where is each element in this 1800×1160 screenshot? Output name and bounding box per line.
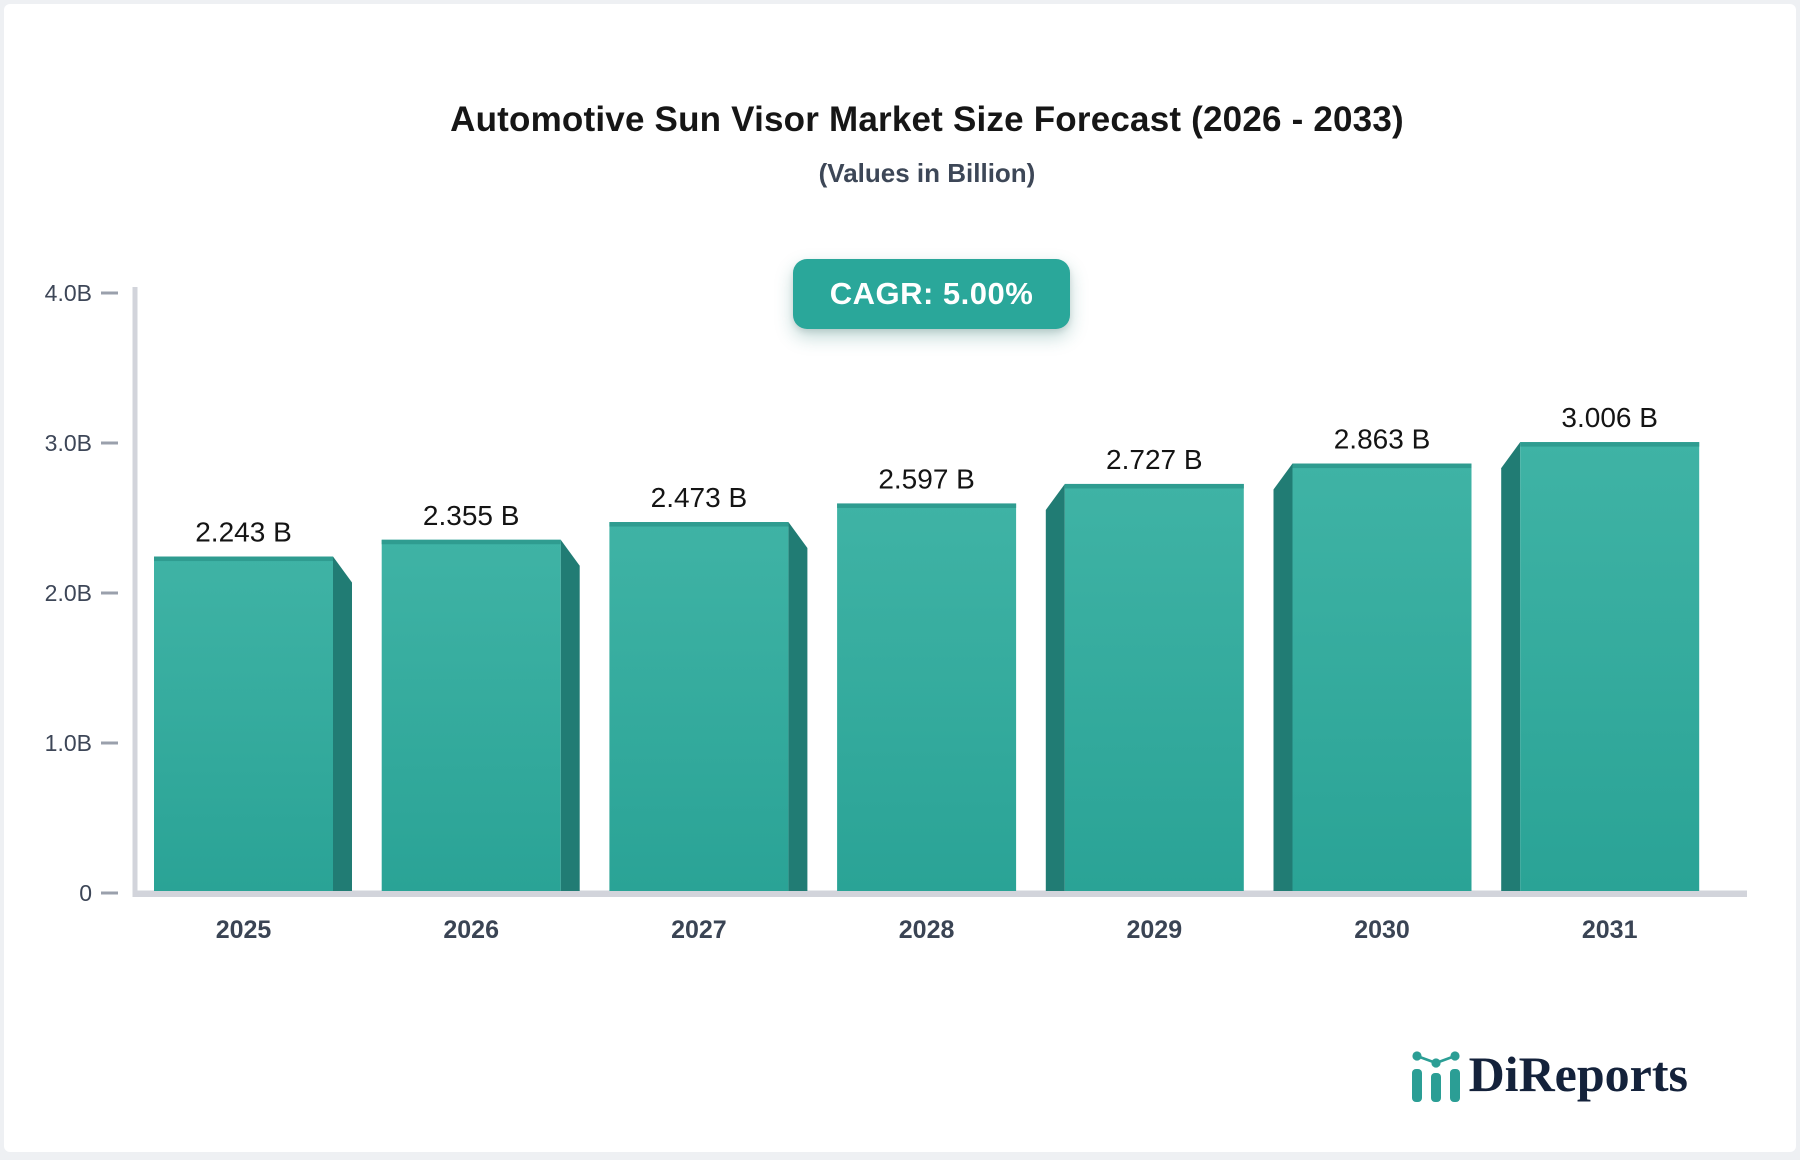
bar-side <box>333 556 352 891</box>
bar-top-edge <box>381 539 561 545</box>
page-title: Automotive Sun Visor Market Size Forecas… <box>450 100 1404 139</box>
bar-top-edge <box>154 556 333 562</box>
bar-2029: 2.727 B 2029 <box>1045 444 1244 944</box>
value-label: 2.473 B <box>651 482 748 513</box>
y-tick-label: 4.0B <box>45 280 92 306</box>
bar-top-edge <box>609 522 789 527</box>
bar-top-edge <box>837 503 1017 508</box>
y-tick-label: 1.0B <box>45 730 92 756</box>
bar-side <box>1045 483 1065 891</box>
bar-face <box>381 539 561 891</box>
bar-face <box>1292 463 1472 891</box>
chart-card: Automotive Sun Visor Market Size Forecas… <box>4 4 1796 1152</box>
bar-top-edge <box>1520 442 1700 447</box>
bar-face <box>837 503 1017 891</box>
direports-logo-icon <box>1411 1051 1460 1102</box>
x-axis <box>132 890 1747 897</box>
x-tick-label: 2029 <box>1126 916 1182 944</box>
x-tick-label: 2025 <box>216 916 272 944</box>
direports-logo-text: DiReports <box>1468 1046 1688 1102</box>
bar-side <box>560 539 580 891</box>
bar-face <box>1520 442 1700 891</box>
value-label: 2.243 B <box>195 517 292 548</box>
direports-logo: DiReports <box>1410 1046 1688 1102</box>
bar-face <box>609 522 789 891</box>
bar-2030: 2.863 B 2030 <box>1273 424 1472 944</box>
x-tick-label: 2028 <box>899 916 955 944</box>
x-tick-label: 2027 <box>671 916 727 944</box>
bar-top-edge <box>1064 483 1244 489</box>
x-tick-label: 2030 <box>1354 916 1410 944</box>
x-tick-label: 2026 <box>443 916 499 944</box>
bar-top-edge <box>1292 463 1472 469</box>
value-label: 2.863 B <box>1334 424 1431 455</box>
bar-face <box>154 556 333 891</box>
bar-2028: 2.597 B 2028 <box>837 463 1017 944</box>
bar-2025: 2.243 B 2025 <box>154 517 352 944</box>
y-tick-label: 2.0B <box>45 580 92 606</box>
bar-side <box>1501 442 1521 891</box>
x-tick-label: 2031 <box>1582 916 1638 944</box>
page-subtitle: (Values in Billion) <box>818 158 1036 188</box>
value-label: 3.006 B <box>1561 402 1658 433</box>
bar-2031: 3.006 B 2031 <box>1501 402 1700 944</box>
value-label: 2.727 B <box>1106 444 1203 475</box>
y-tick-label: 3.0B <box>45 430 92 456</box>
y-tick-label: 0 <box>79 880 92 906</box>
bar-side <box>1273 463 1293 891</box>
value-label: 2.597 B <box>878 463 975 494</box>
bar-face <box>1064 483 1244 891</box>
bar-2027: 2.473 B 2027 <box>609 482 808 944</box>
bar-2026: 2.355 B 2026 <box>381 500 580 944</box>
cagr-badge: CAGR: 5.00% <box>793 259 1070 329</box>
value-label: 2.355 B <box>423 500 520 531</box>
chart-header: Automotive Sun Visor Market Size Forecas… <box>58 100 1796 189</box>
bar-side <box>788 522 808 891</box>
